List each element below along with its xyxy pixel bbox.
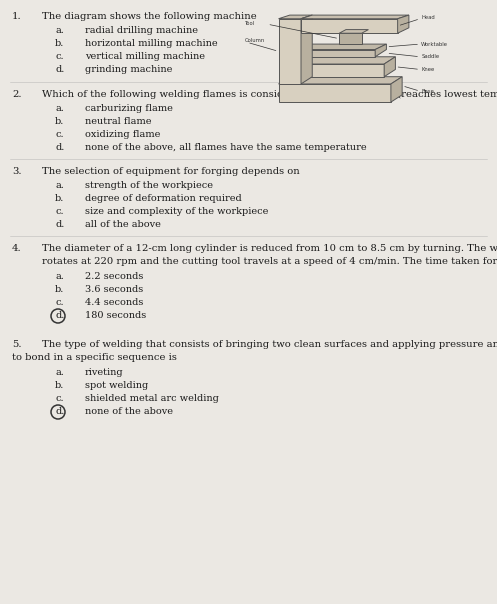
Text: horizontal milling machine: horizontal milling machine: [85, 39, 218, 48]
Polygon shape: [391, 77, 402, 102]
Text: 5.: 5.: [12, 340, 21, 349]
Text: neutral flame: neutral flame: [85, 117, 152, 126]
Text: Column: Column: [245, 38, 265, 43]
Text: Worktable: Worktable: [421, 42, 448, 47]
Text: a.: a.: [55, 181, 64, 190]
Text: spot welding: spot welding: [85, 381, 148, 390]
Text: 3.: 3.: [12, 167, 21, 176]
Text: Knee: Knee: [421, 67, 434, 72]
Text: Which of the following welding flames is considered to be the coldest (reaches l: Which of the following welding flames is…: [42, 90, 497, 99]
Text: b.: b.: [55, 381, 65, 390]
Polygon shape: [278, 84, 391, 102]
Text: all of the above: all of the above: [85, 220, 161, 229]
Text: 180 seconds: 180 seconds: [85, 311, 146, 320]
Text: d.: d.: [55, 311, 65, 320]
Polygon shape: [294, 50, 375, 57]
Text: d.: d.: [55, 407, 65, 416]
Text: radial drilling machine: radial drilling machine: [85, 26, 198, 35]
Text: Base: Base: [421, 89, 434, 94]
Text: c.: c.: [55, 130, 64, 139]
Text: size and complexity of the workpiece: size and complexity of the workpiece: [85, 207, 268, 216]
Text: The type of welding that consists of bringing two clean surfaces and applying pr: The type of welding that consists of bri…: [42, 340, 497, 349]
Text: riveting: riveting: [85, 368, 124, 377]
Text: 2.: 2.: [12, 90, 21, 99]
Text: 4.4 seconds: 4.4 seconds: [85, 298, 143, 307]
Polygon shape: [301, 15, 409, 19]
Text: to bond in a specific sequence is: to bond in a specific sequence is: [12, 353, 177, 362]
Text: a.: a.: [55, 104, 64, 113]
Polygon shape: [278, 15, 312, 19]
Text: vertical milling machine: vertical milling machine: [85, 52, 205, 61]
Text: b.: b.: [55, 285, 65, 294]
Text: d.: d.: [55, 143, 65, 152]
Text: rotates at 220 rpm and the cutting tool travels at a speed of 4 cm/min. The time: rotates at 220 rpm and the cutting tool …: [42, 257, 497, 266]
Polygon shape: [301, 19, 398, 33]
Text: shielded metal arc welding: shielded metal arc welding: [85, 394, 219, 403]
Polygon shape: [398, 15, 409, 33]
Text: none of the above, all flames have the same temperature: none of the above, all flames have the s…: [85, 143, 367, 152]
Text: Tool: Tool: [245, 21, 255, 26]
Polygon shape: [384, 57, 396, 77]
Text: degree of deformation required: degree of deformation required: [85, 194, 242, 203]
Text: oxidizing flame: oxidizing flame: [85, 130, 161, 139]
Text: c.: c.: [55, 394, 64, 403]
Text: none of the above: none of the above: [85, 407, 173, 416]
Text: 3.6 seconds: 3.6 seconds: [85, 285, 143, 294]
Text: b.: b.: [55, 39, 65, 48]
Text: grinding machine: grinding machine: [85, 65, 172, 74]
Polygon shape: [278, 19, 301, 84]
Text: d.: d.: [55, 220, 65, 229]
Text: 2.2 seconds: 2.2 seconds: [85, 272, 143, 281]
Text: a.: a.: [55, 272, 64, 281]
Polygon shape: [339, 30, 368, 33]
Polygon shape: [285, 57, 396, 64]
Polygon shape: [301, 15, 312, 84]
Text: d.: d.: [55, 65, 65, 74]
Text: The selection of equipment for forging depends on: The selection of equipment for forging d…: [42, 167, 300, 176]
Text: strength of the workpiece: strength of the workpiece: [85, 181, 213, 190]
Text: c.: c.: [55, 298, 64, 307]
Polygon shape: [285, 64, 384, 77]
Text: b.: b.: [55, 194, 65, 203]
Polygon shape: [339, 33, 362, 44]
Text: carburizing flame: carburizing flame: [85, 104, 173, 113]
Text: 4.: 4.: [12, 244, 22, 253]
Text: c.: c.: [55, 207, 64, 216]
Text: The diameter of a 12-cm long cylinder is reduced from 10 cm to 8.5 cm by turning: The diameter of a 12-cm long cylinder is…: [42, 244, 497, 253]
Text: c.: c.: [55, 52, 64, 61]
Polygon shape: [278, 77, 402, 84]
Text: Saddle: Saddle: [421, 54, 439, 59]
Text: a.: a.: [55, 26, 64, 35]
Text: Head: Head: [421, 15, 435, 21]
Text: a.: a.: [55, 368, 64, 377]
Text: 1.: 1.: [12, 12, 22, 21]
Text: b.: b.: [55, 117, 65, 126]
Polygon shape: [375, 44, 386, 57]
Polygon shape: [294, 44, 386, 50]
Text: The diagram shows the following machine: The diagram shows the following machine: [42, 12, 257, 21]
